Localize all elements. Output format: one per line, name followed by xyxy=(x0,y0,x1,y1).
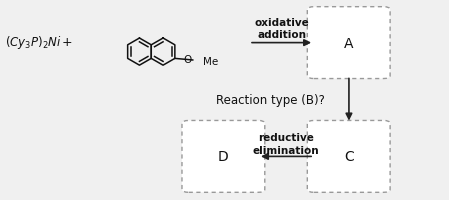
Text: addition: addition xyxy=(257,29,306,39)
FancyBboxPatch shape xyxy=(182,121,265,192)
Text: C: C xyxy=(344,150,353,164)
Text: $(Cy_3P)_2Ni$: $(Cy_3P)_2Ni$ xyxy=(5,34,62,51)
Text: Me: Me xyxy=(202,57,218,67)
Text: D: D xyxy=(218,150,229,164)
Text: A: A xyxy=(344,36,353,50)
Text: elimination: elimination xyxy=(253,146,319,156)
Text: oxidative: oxidative xyxy=(254,18,309,28)
FancyBboxPatch shape xyxy=(307,8,390,79)
FancyBboxPatch shape xyxy=(307,121,390,192)
Text: Reaction type (B)?: Reaction type (B)? xyxy=(216,94,325,106)
Text: reductive: reductive xyxy=(258,133,314,143)
Text: O: O xyxy=(183,55,192,65)
Text: +: + xyxy=(62,36,72,49)
